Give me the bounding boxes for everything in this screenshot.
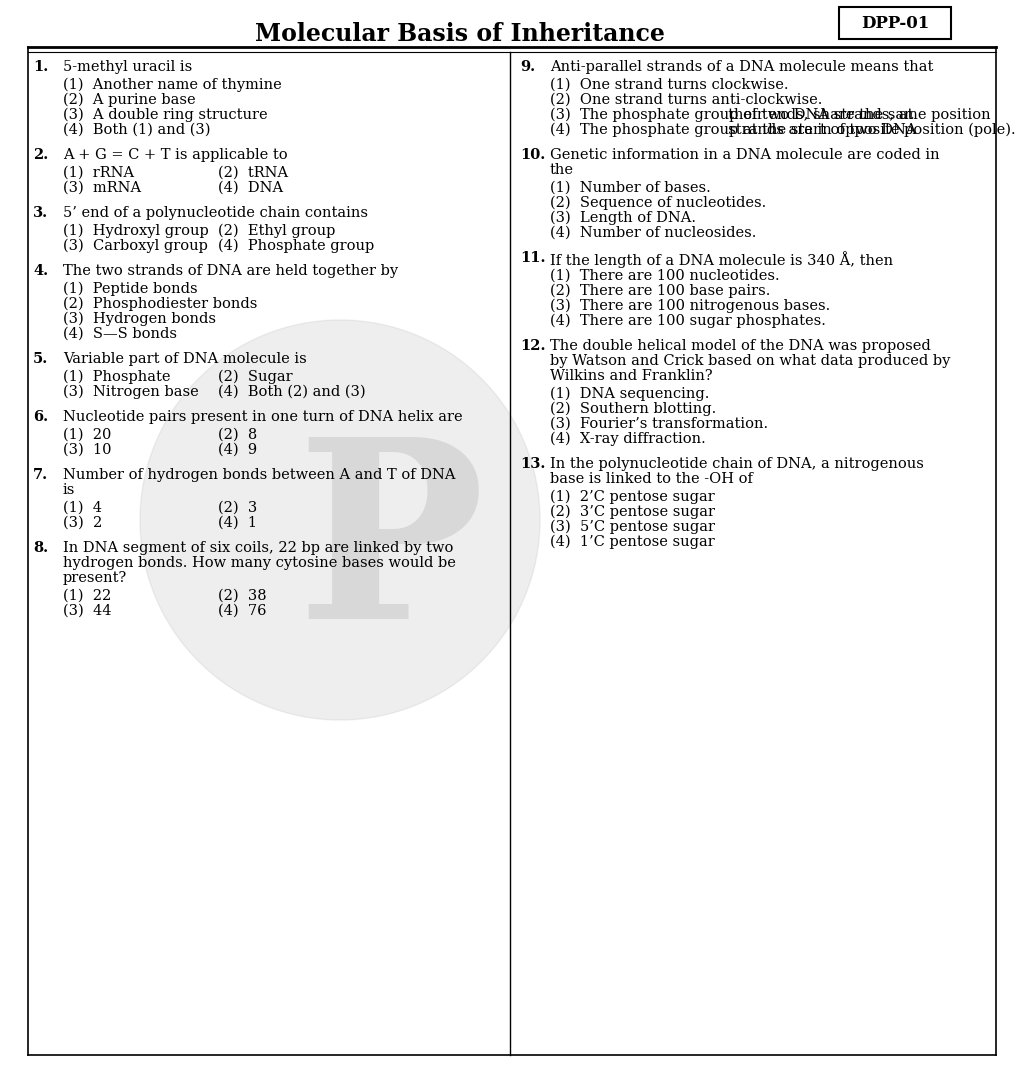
Text: hydrogen bonds. How many cytosine bases would be: hydrogen bonds. How many cytosine bases … <box>63 556 456 570</box>
Text: 13.: 13. <box>520 457 546 471</box>
Text: Genetic information in a DNA molecule are coded in: Genetic information in a DNA molecule ar… <box>550 148 940 162</box>
Text: (2)  A purine base: (2) A purine base <box>63 93 196 107</box>
Text: Wilkins and Franklin?: Wilkins and Franklin? <box>550 369 713 383</box>
FancyBboxPatch shape <box>839 7 951 39</box>
Text: 10.: 10. <box>520 148 545 162</box>
Text: (4)  Number of nucleosides.: (4) Number of nucleosides. <box>550 226 757 240</box>
Text: by Watson and Crick based on what data produced by: by Watson and Crick based on what data p… <box>550 355 950 368</box>
Text: The two strands of DNA are held together by: The two strands of DNA are held together… <box>63 263 398 278</box>
Text: 6.: 6. <box>33 410 48 424</box>
Text: (2)  There are 100 base pairs.: (2) There are 100 base pairs. <box>550 284 770 299</box>
Text: Number of hydrogen bonds between A and T of DNA: Number of hydrogen bonds between A and T… <box>63 468 456 482</box>
Text: Variable part of DNA molecule is: Variable part of DNA molecule is <box>63 352 307 366</box>
Text: (2)  Southern blotting.: (2) Southern blotting. <box>550 402 716 417</box>
Text: 2.: 2. <box>33 148 48 162</box>
Text: (4)  The phosphate group at the start of two DNA: (4) The phosphate group at the start of … <box>550 123 916 137</box>
Text: (2)  Sequence of nucleotides.: (2) Sequence of nucleotides. <box>550 196 766 210</box>
Text: (1)  Number of bases.: (1) Number of bases. <box>550 181 711 195</box>
Text: (1)  20: (1) 20 <box>63 428 112 442</box>
Text: (1)  Phosphate: (1) Phosphate <box>63 369 171 384</box>
Text: their ends, share the same position: their ends, share the same position <box>705 108 990 122</box>
Text: (3)  5’C pentose sugar: (3) 5’C pentose sugar <box>550 521 715 534</box>
Text: (1)  One strand turns clockwise.: (1) One strand turns clockwise. <box>550 78 788 92</box>
Text: (1)  rRNA: (1) rRNA <box>63 166 134 180</box>
Text: (3)  10: (3) 10 <box>63 443 112 457</box>
Text: (2)  One strand turns anti-clockwise.: (2) One strand turns anti-clockwise. <box>550 93 822 107</box>
Text: 5.: 5. <box>33 352 48 366</box>
Text: (3)  A double ring structure: (3) A double ring structure <box>63 108 267 122</box>
Text: 8.: 8. <box>33 541 48 555</box>
Text: (4)  1: (4) 1 <box>218 516 257 530</box>
Text: (1)  2’C pentose sugar: (1) 2’C pentose sugar <box>550 491 715 504</box>
Text: The double helical model of the DNA was proposed: The double helical model of the DNA was … <box>550 340 931 353</box>
Text: If the length of a DNA molecule is 340 Å, then: If the length of a DNA molecule is 340 Å… <box>550 251 893 268</box>
Text: (4)  DNA: (4) DNA <box>218 181 283 195</box>
Text: (3)  mRNA: (3) mRNA <box>63 181 141 195</box>
Text: the: the <box>550 163 574 177</box>
Text: (1)  Peptide bonds: (1) Peptide bonds <box>63 282 198 297</box>
Text: In the polynucleotide chain of DNA, a nitrogenous: In the polynucleotide chain of DNA, a ni… <box>550 457 924 471</box>
Text: strands are in opposite position (pole).: strands are in opposite position (pole). <box>705 123 1016 137</box>
Text: (3)  44: (3) 44 <box>63 604 112 618</box>
Text: 12.: 12. <box>520 340 546 353</box>
Text: (3)  Length of DNA.: (3) Length of DNA. <box>550 211 696 225</box>
Text: (1)  4: (1) 4 <box>63 501 102 515</box>
Text: P: P <box>296 429 484 672</box>
Text: (1)  Hydroxyl group: (1) Hydroxyl group <box>63 224 209 239</box>
Text: (1)  Another name of thymine: (1) Another name of thymine <box>63 78 282 92</box>
Text: (2)  3: (2) 3 <box>218 501 257 515</box>
Text: 3.: 3. <box>33 206 48 220</box>
Text: (3)  2: (3) 2 <box>63 516 102 530</box>
Text: 9.: 9. <box>520 60 536 74</box>
Text: is: is <box>63 483 76 497</box>
Text: (2)  38: (2) 38 <box>218 589 266 603</box>
Text: (3)  Nitrogen base: (3) Nitrogen base <box>63 384 199 399</box>
Text: (2)  tRNA: (2) tRNA <box>218 166 288 180</box>
Text: (3)  Carboxyl group: (3) Carboxyl group <box>63 239 208 254</box>
Text: (4)  9: (4) 9 <box>218 443 257 457</box>
Text: (4)  Both (1) and (3): (4) Both (1) and (3) <box>63 123 211 137</box>
Text: (3)  The phosphate group of two DNA strands, at: (3) The phosphate group of two DNA stran… <box>550 108 913 122</box>
Text: (3)  Hydrogen bonds: (3) Hydrogen bonds <box>63 312 216 327</box>
Text: Molecular Basis of Inheritance: Molecular Basis of Inheritance <box>255 22 665 46</box>
Text: 11.: 11. <box>520 251 546 265</box>
Text: Anti-parallel strands of a DNA molecule means that: Anti-parallel strands of a DNA molecule … <box>550 60 933 74</box>
Text: 1.: 1. <box>33 60 48 74</box>
Text: (4)  Phosphate group: (4) Phosphate group <box>218 239 374 254</box>
Text: 5’ end of a polynucleotide chain contains: 5’ end of a polynucleotide chain contain… <box>63 206 368 220</box>
Text: 4.: 4. <box>33 263 48 278</box>
Text: (1)  There are 100 nucleotides.: (1) There are 100 nucleotides. <box>550 269 779 283</box>
Text: In DNA segment of six coils, 22 bp are linked by two: In DNA segment of six coils, 22 bp are l… <box>63 541 454 555</box>
Text: (1)  DNA sequencing.: (1) DNA sequencing. <box>550 387 710 402</box>
Text: A + G = C + T is applicable to: A + G = C + T is applicable to <box>63 148 288 162</box>
Text: (4)  Both (2) and (3): (4) Both (2) and (3) <box>218 384 366 399</box>
Text: (4)  There are 100 sugar phosphates.: (4) There are 100 sugar phosphates. <box>550 314 826 329</box>
Text: (4)  1’C pentose sugar: (4) 1’C pentose sugar <box>550 536 715 549</box>
Text: (1)  22: (1) 22 <box>63 589 112 603</box>
Text: (2)  3’C pentose sugar: (2) 3’C pentose sugar <box>550 506 715 519</box>
Text: (2)  Phosphodiester bonds: (2) Phosphodiester bonds <box>63 297 257 312</box>
Text: (4)  S—S bonds: (4) S—S bonds <box>63 327 177 341</box>
Text: (3)  There are 100 nitrogenous bases.: (3) There are 100 nitrogenous bases. <box>550 299 830 314</box>
Text: present?: present? <box>63 571 127 585</box>
Text: 7.: 7. <box>33 468 48 482</box>
Text: (4)  X-ray diffraction.: (4) X-ray diffraction. <box>550 432 706 447</box>
Text: 5-methyl uracil is: 5-methyl uracil is <box>63 60 193 74</box>
Text: (3)  Fourier’s transformation.: (3) Fourier’s transformation. <box>550 417 768 431</box>
Text: DPP-01: DPP-01 <box>861 15 929 31</box>
Circle shape <box>140 320 540 720</box>
Text: Nucleotide pairs present in one turn of DNA helix are: Nucleotide pairs present in one turn of … <box>63 410 463 424</box>
Text: (2)  Sugar: (2) Sugar <box>218 369 293 384</box>
Text: base is linked to the -OH of: base is linked to the -OH of <box>550 472 753 486</box>
Text: (2)  Ethyl group: (2) Ethyl group <box>218 224 336 239</box>
Text: (2)  8: (2) 8 <box>218 428 257 442</box>
Text: (4)  76: (4) 76 <box>218 604 266 618</box>
